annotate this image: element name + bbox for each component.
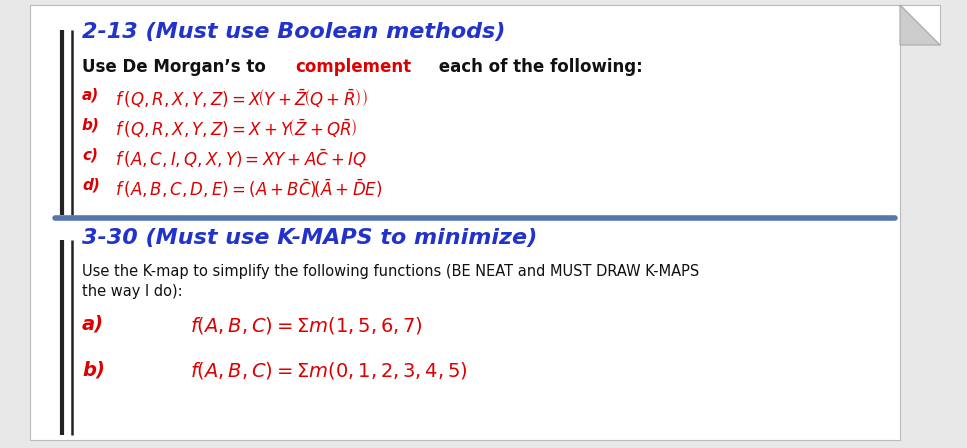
Text: each of the following:: each of the following: [433,58,643,76]
Text: Use the K-map to simplify the following functions (BE NEAT and MUST DRAW K-MAPS: Use the K-map to simplify the following … [82,264,699,279]
Text: $f\,(Q,R,X,Y,Z) = X + Y\!\left(\bar{Z} + Q\bar{R}\right)$: $f\,(Q,R,X,Y,Z) = X + Y\!\left(\bar{Z} +… [115,118,358,140]
FancyBboxPatch shape [30,5,900,440]
Text: c): c) [82,148,98,163]
Text: the way I do):: the way I do): [82,284,183,299]
Text: $f\,(A,C,I,Q,X,Y) = XY + A\bar{C} + IQ$: $f\,(A,C,I,Q,X,Y) = XY + A\bar{C} + IQ$ [115,148,366,170]
Text: $f(A,B,C) = \Sigma m(0,1,2,3,4,5)$: $f(A,B,C) = \Sigma m(0,1,2,3,4,5)$ [190,360,468,381]
Text: $f(A,B,C) = \Sigma m(1,5,6,7)$: $f(A,B,C) = \Sigma m(1,5,6,7)$ [190,315,423,336]
Text: 2-13 (Must use Boolean methods): 2-13 (Must use Boolean methods) [82,22,506,42]
Text: a): a) [82,88,100,103]
Polygon shape [900,5,940,45]
Text: b): b) [82,360,104,379]
Text: $f\,(Q,R,X,Y,Z) = X\!\left(Y + \bar{Z}\!\left(Q + \bar{R}\right)\right)$: $f\,(Q,R,X,Y,Z) = X\!\left(Y + \bar{Z}\!… [115,88,367,111]
Polygon shape [900,5,940,45]
Text: a): a) [82,315,104,334]
Text: 3-30 (Must use K-MAPS to minimize): 3-30 (Must use K-MAPS to minimize) [82,228,538,248]
Text: d): d) [82,178,100,193]
Text: Use De Morgan’s to: Use De Morgan’s to [82,58,272,76]
Text: complement: complement [295,58,411,76]
Text: b): b) [82,118,100,133]
Text: $f\,(A,B,C,D,E) = \left(A + B\bar{C}\right)\!\left(\bar{A} + \bar{D}E\right)$: $f\,(A,B,C,D,E) = \left(A + B\bar{C}\rig… [115,178,382,200]
